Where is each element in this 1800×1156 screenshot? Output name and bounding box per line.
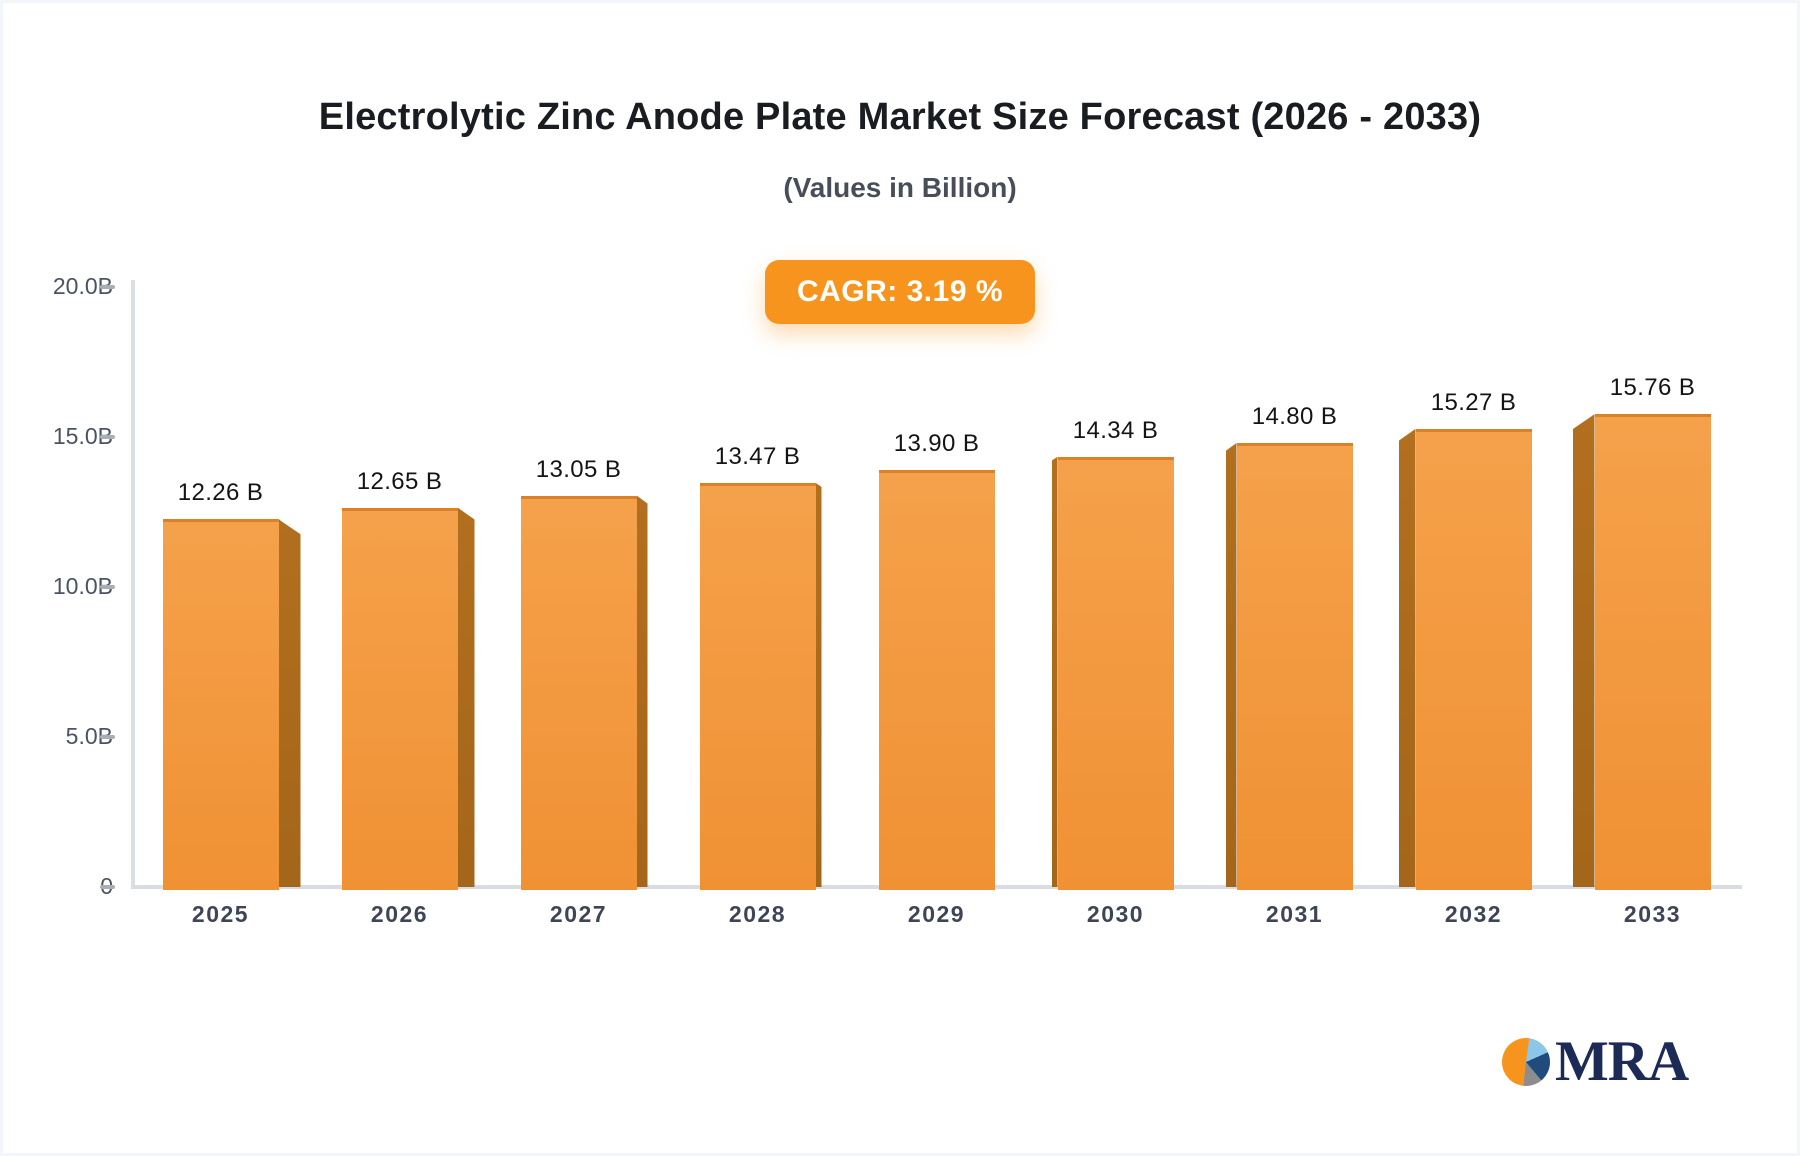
bar-3d-side [1225, 443, 1237, 887]
brand-logo-text: MRA [1555, 1030, 1689, 1093]
chart-subtitle: (Values in Billion) [783, 172, 1017, 203]
bar-3d-side [1051, 456, 1058, 887]
x-axis-category-label: 2025 [191, 901, 250, 927]
pie-chart-icon [1502, 1038, 1550, 1086]
bar-3d-side [278, 519, 301, 887]
bar-value-label: 12.26 B [177, 479, 264, 507]
cagr-badge-wrap: CAGR: 3.19 % [0, 260, 1800, 324]
x-axis-category-label: 2031 [1265, 901, 1324, 927]
y-axis-tick-label: 5.0B [65, 723, 113, 749]
bar [162, 519, 279, 890]
bar-value-label: 13.90 B [893, 430, 980, 457]
y-axis-tick-mark [100, 585, 115, 589]
bar-value-label: 13.47 B [714, 442, 801, 470]
bar-3d-side [1572, 414, 1595, 887]
bar-3d-side [815, 482, 822, 887]
bar [520, 495, 637, 890]
x-axis-category-label: 2028 [728, 901, 787, 927]
y-axis-tick-mark [100, 735, 115, 739]
x-axis-category-label: 2033 [1623, 901, 1682, 927]
brand-logo: MRA [1502, 1030, 1689, 1093]
bar-value-label: 15.76 B [1609, 374, 1696, 402]
bar-value-label: 15.27 B [1430, 388, 1517, 416]
x-axis-category-label: 2029 [907, 901, 966, 927]
bar-value-label: 12.65 B [356, 467, 443, 495]
bar [1415, 428, 1532, 890]
chart-title: Electrolytic Zinc Anode Plate Market Siz… [318, 96, 1482, 138]
x-axis-category-label: 2027 [549, 901, 608, 927]
x-axis-category-label: 2030 [1086, 901, 1145, 927]
bar-value-label: 14.34 B [1072, 416, 1159, 444]
y-axis-tick-label: 0 [18, 873, 113, 900]
bar [1057, 456, 1174, 890]
x-axis-category-label: 2032 [1444, 901, 1503, 927]
cagr-badge: CAGR: 3.19 % [764, 260, 1036, 324]
bar-3d-side [457, 507, 475, 887]
y-axis-tick-label: 10.0B [52, 573, 113, 599]
bar [699, 482, 816, 890]
bar [1236, 443, 1353, 890]
bar [1594, 414, 1711, 890]
x-axis-category-label: 2026 [370, 901, 429, 927]
y-axis-tick-label: 15.0B [52, 423, 113, 449]
y-axis-tick-mark [100, 885, 115, 889]
bar [878, 470, 995, 890]
bar-value-label: 13.05 B [535, 455, 622, 483]
bar-value-label: 14.80 B [1251, 403, 1338, 430]
y-axis-tick-mark [100, 285, 115, 289]
bar [341, 507, 458, 890]
bar-3d-side [1398, 428, 1416, 887]
bar-3d-side [636, 495, 648, 887]
y-axis-tick-mark [100, 435, 115, 439]
y-axis-tick-label: 20.0B [52, 273, 113, 299]
y-axis-line [131, 280, 135, 889]
